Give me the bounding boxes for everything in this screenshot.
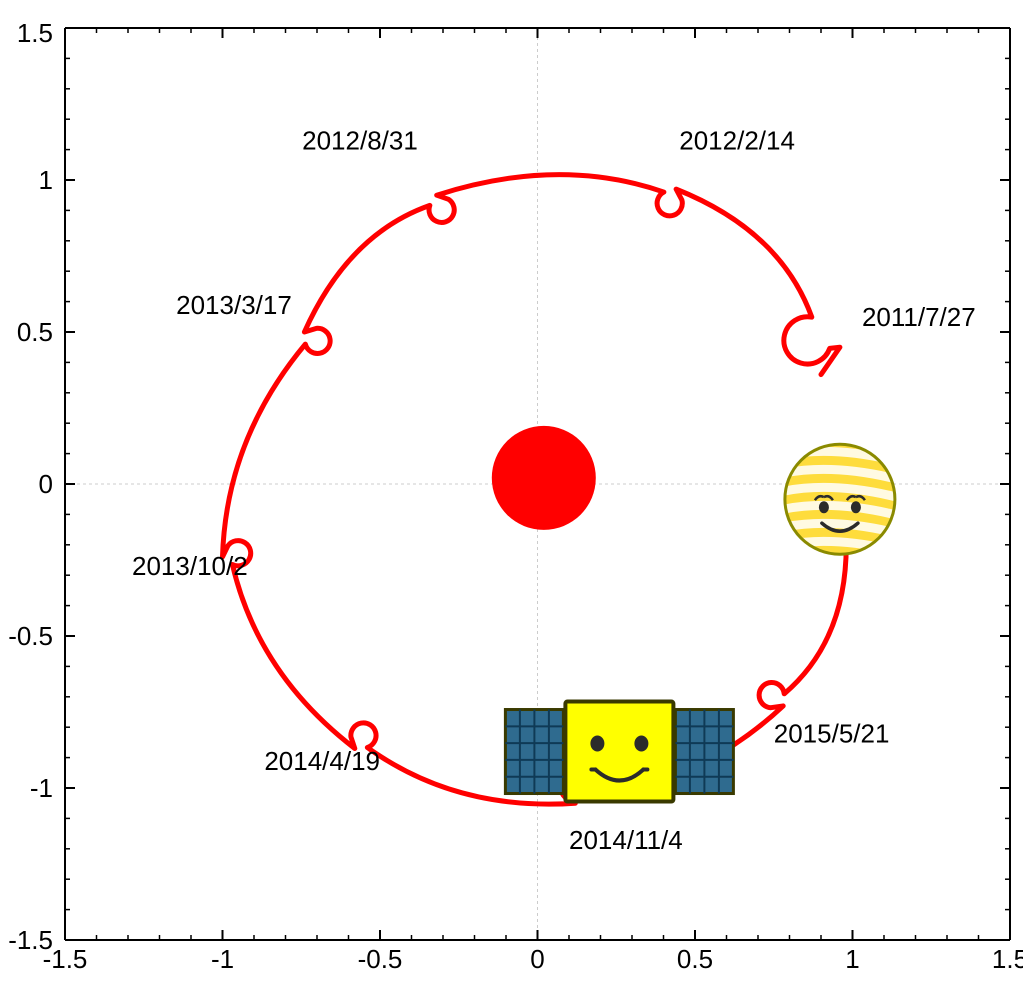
sun-icon [492, 426, 596, 530]
date-label: 2012/8/31 [302, 126, 418, 156]
x-tick-label: 1.5 [992, 944, 1023, 974]
x-tick-label: -1 [211, 944, 234, 974]
date-label: 2012/2/14 [679, 126, 795, 156]
date-label: 2014/4/19 [264, 746, 380, 776]
x-tick-label: -0.5 [358, 944, 403, 974]
date-label: 2015/5/21 [774, 718, 890, 748]
y-tick-label: 0.5 [17, 317, 53, 347]
date-label: 2014/11/4 [569, 825, 683, 855]
y-tick-label: 0 [39, 469, 53, 499]
y-tick-label: -0.5 [8, 621, 53, 651]
date-label: 2013/10/2 [132, 551, 248, 581]
y-tick-label: -1.5 [8, 925, 53, 955]
y-tick-label-top: 1.5 [17, 18, 53, 48]
spacecraft-icon [505, 702, 733, 802]
date-label: 2011/7/27 [862, 302, 976, 332]
x-tick-label: 0.5 [677, 944, 713, 974]
x-tick-label: 1 [845, 944, 859, 974]
y-tick-label: -1 [30, 773, 53, 803]
y-tick-label: 1 [39, 165, 53, 195]
date-label: 2013/3/17 [176, 290, 292, 320]
trajectory-chart: 2011/7/27 2012/2/14 2012/8/31 2013/3/17 2013… [0, 0, 1023, 985]
x-tick-label: 0 [530, 944, 544, 974]
